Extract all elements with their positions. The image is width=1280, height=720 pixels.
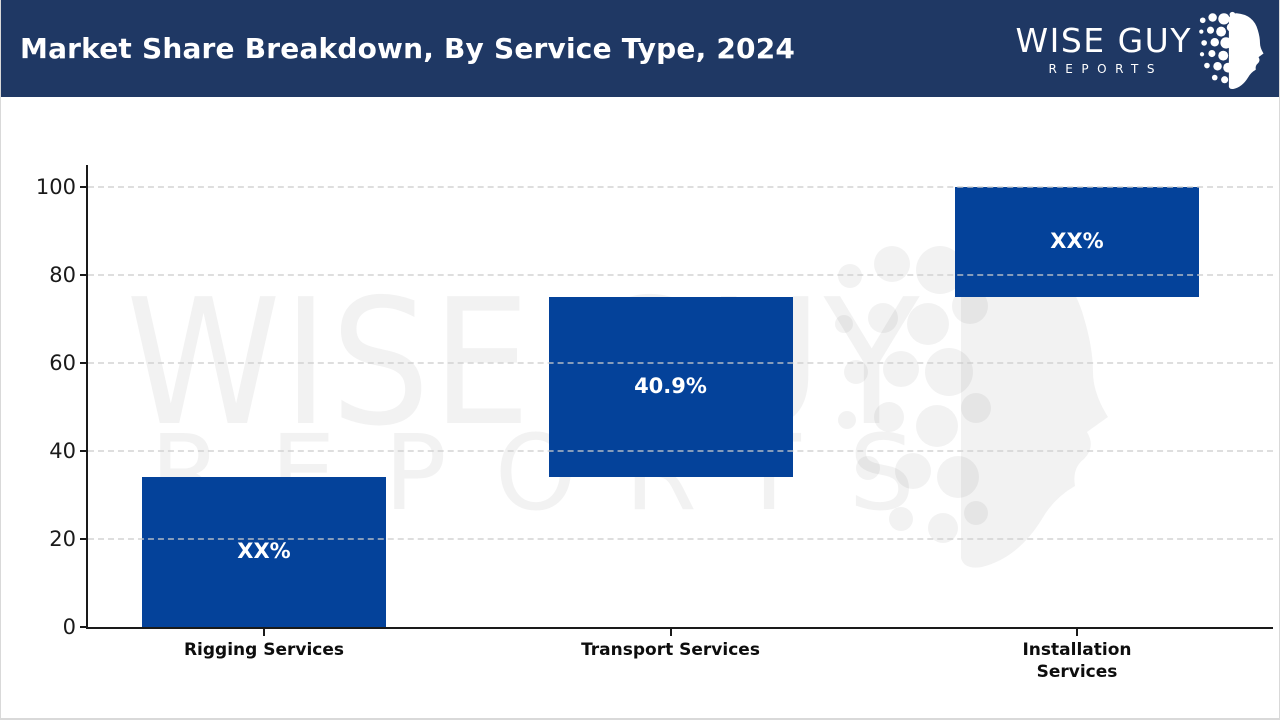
x-axis-tickmark: [263, 627, 265, 636]
y-axis-tickmark: [80, 186, 88, 188]
x-axis-category-label: Rigging Services: [183, 640, 345, 660]
x-axis-line: [86, 627, 1273, 629]
logo-wordmark: WISE GUY: [1015, 21, 1192, 61]
y-axis-tick-label: 40: [49, 439, 76, 463]
y-axis-tickmark: [80, 538, 88, 540]
y-axis-tickmark: [80, 274, 88, 276]
y-axis-tickmark: [80, 362, 88, 364]
gridline: [88, 186, 1273, 188]
y-axis-tick-label: 20: [49, 527, 76, 551]
logo-face-icon: [1194, 9, 1268, 91]
x-axis-category-label: Transport Services: [581, 640, 760, 660]
page-title: Market Share Breakdown, By Service Type,…: [20, 32, 796, 65]
y-axis-tickmark: [80, 450, 88, 452]
bar-transport-services: 40.9%: [548, 297, 793, 477]
y-axis-tick-label: 80: [49, 263, 76, 287]
gridline: [88, 538, 1273, 540]
y-axis-line: [86, 165, 88, 629]
x-axis-tickmark: [1076, 627, 1078, 636]
logo-subtext: REPORTS: [1048, 61, 1163, 76]
bar-installation-services: XX%: [955, 187, 1199, 297]
y-axis-tick-label: 0: [62, 615, 76, 639]
bar-value-label: XX%: [1050, 229, 1104, 254]
y-axis-tick-label: 100: [35, 175, 76, 199]
bar-value-label: 40.9%: [634, 374, 707, 399]
gridline: [88, 362, 1273, 364]
x-axis-category-label: Installation Services: [1022, 640, 1132, 682]
header-bar: Market Share Breakdown, By Service Type,…: [0, 0, 1280, 97]
bar-rigging-services: XX%: [142, 476, 386, 627]
y-axis-tick-label: 60: [49, 351, 76, 375]
x-axis-tickmark: [669, 627, 672, 636]
logo-text: WISE GUY REPORTS: [1015, 24, 1192, 76]
gridline: [88, 274, 1273, 276]
y-axis-tickmark: [80, 626, 88, 628]
bar-value-label: XX%: [237, 539, 291, 564]
wise-guy-logo: WISE GUY REPORTS: [1015, 8, 1268, 92]
gridline: [88, 450, 1273, 452]
